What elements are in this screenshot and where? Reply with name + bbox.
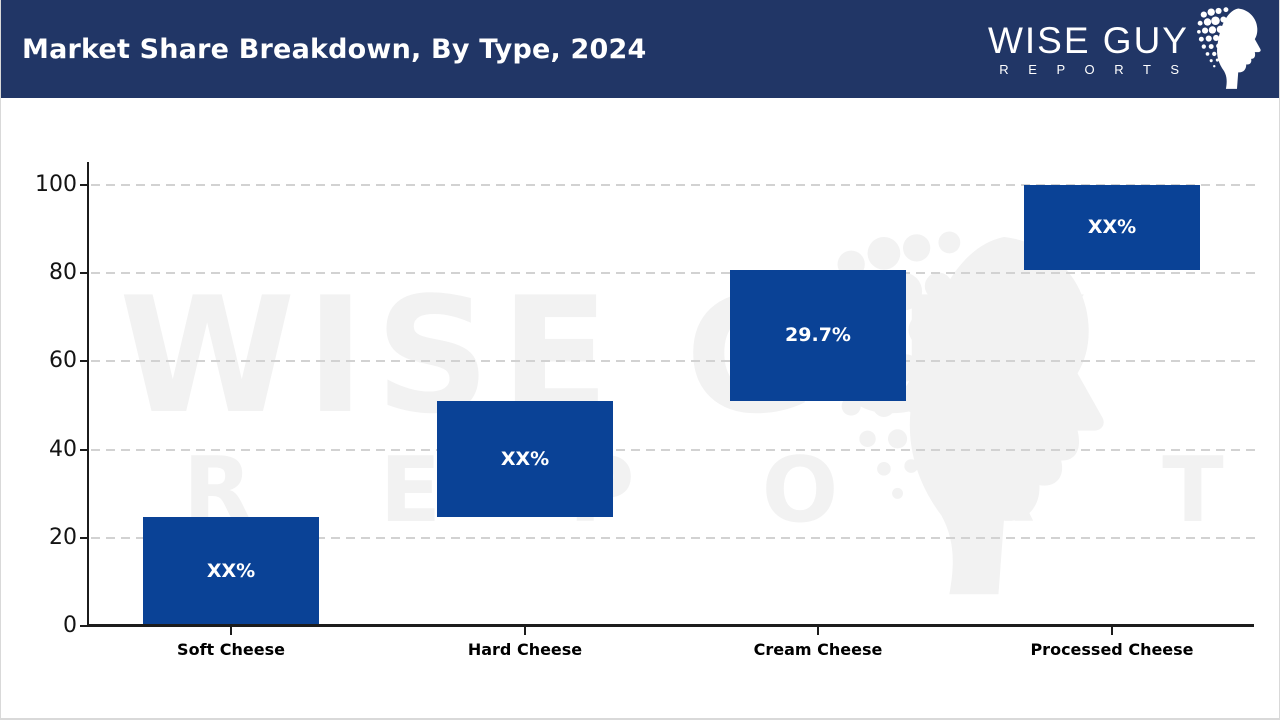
logo-subtitle: R E P O R T S xyxy=(999,62,1187,77)
x-category-label-cream-cheese: Cream Cheese xyxy=(753,640,883,659)
header-band: Market Share Breakdown, By Type, 2024 WI… xyxy=(1,0,1279,98)
y-tick-label-40: 40 xyxy=(49,436,77,462)
gridline-80 xyxy=(91,272,1255,274)
y-tick-mark-0 xyxy=(80,625,88,627)
gridline-40 xyxy=(91,448,1255,451)
gridline-60 xyxy=(91,360,1255,363)
y-tick-mark-80 xyxy=(80,272,88,274)
y-tick-mark-40 xyxy=(80,448,88,451)
x-tick-mark-soft-cheese xyxy=(230,627,232,635)
watermark-subtitle: R E P O R T S xyxy=(183,438,1279,543)
y-tick-mark-100 xyxy=(80,183,88,186)
gridline-100 xyxy=(91,183,1255,186)
y-tick-label-60: 60 xyxy=(49,348,77,374)
y-tick-label-80: 80 xyxy=(49,260,77,285)
x-tick-mark-processed-cheese xyxy=(1111,627,1113,635)
bar-hard-cheese: XX% xyxy=(437,400,613,517)
y-axis-line xyxy=(87,162,89,627)
x-category-label-hard-cheese: Hard Cheese xyxy=(467,640,583,659)
x-tick-mark-cream-cheese xyxy=(817,627,819,635)
bar-value-label-soft-cheese: XX% xyxy=(206,560,256,583)
x-tick-mark-hard-cheese xyxy=(524,627,526,635)
y-tick-label-100: 100 xyxy=(35,171,77,197)
bar-value-label-cream-cheese: 29.7% xyxy=(785,324,851,347)
wiseguy-face-icon xyxy=(1187,6,1271,92)
bar-processed-cheese: XX% xyxy=(1024,184,1200,270)
x-category-label-processed-cheese: Processed Cheese xyxy=(1030,640,1194,659)
bar-value-label-hard-cheese: XX% xyxy=(500,447,550,470)
y-tick-mark-20 xyxy=(80,536,88,539)
bar-soft-cheese: XX% xyxy=(143,517,319,626)
chart-title: Market Share Breakdown, By Type, 2024 xyxy=(22,33,647,65)
bar-value-label-processed-cheese: XX% xyxy=(1087,216,1137,239)
gridline-20 xyxy=(91,536,1255,539)
x-category-label-soft-cheese: Soft Cheese xyxy=(177,640,285,659)
y-tick-mark-60 xyxy=(80,360,88,363)
y-tick-label-20: 20 xyxy=(49,524,77,550)
bar-cream-cheese: 29.7% xyxy=(730,269,906,401)
x-axis-line xyxy=(87,624,1254,627)
logo-wordmark: WISE GUY xyxy=(987,20,1189,61)
wiseguy-logo: WISE GUY R E P O R T S xyxy=(988,0,1267,98)
wiseguy-logo-text: WISE GUY R E P O R T S xyxy=(988,22,1189,77)
face-profile-dots-icon xyxy=(1197,7,1261,89)
y-tick-label-0: 0 xyxy=(63,613,77,638)
